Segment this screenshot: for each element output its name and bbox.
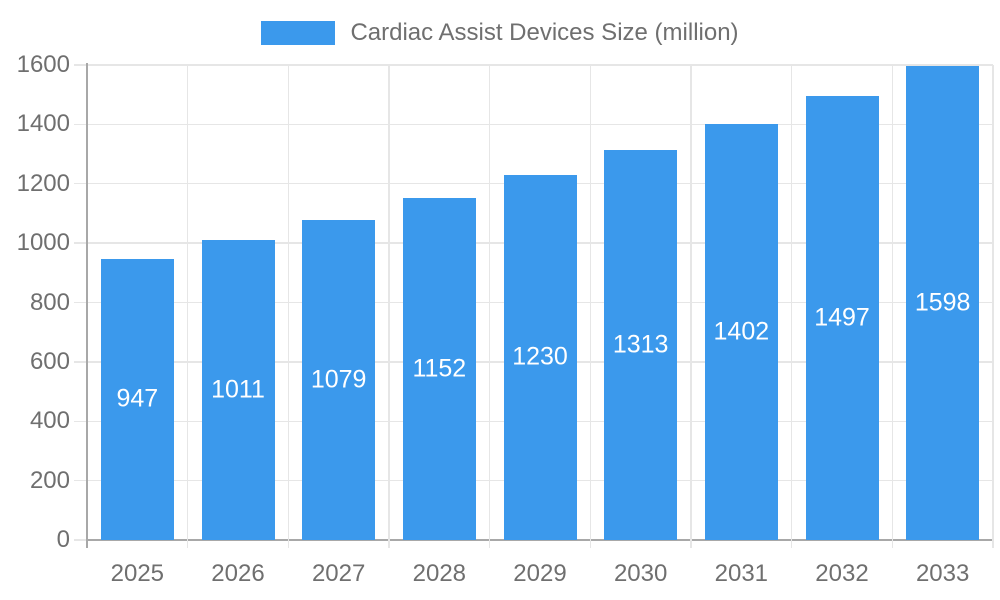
x-tick-mark xyxy=(690,540,692,548)
x-tick-mark xyxy=(186,540,189,548)
bar-value-label: 1313 xyxy=(612,330,669,359)
legend[interactable]: Cardiac Assist Devices Size (million) xyxy=(0,20,1000,46)
x-tick-mark xyxy=(488,540,491,548)
y-tick-mark xyxy=(74,183,87,185)
gridline-horizontal xyxy=(87,64,993,66)
gridline-vertical xyxy=(891,65,894,540)
x-axis-line xyxy=(87,539,993,542)
y-tick-mark xyxy=(74,420,87,422)
legend-label: Cardiac Assist Devices Size (million) xyxy=(350,19,739,46)
x-axis-tick-label: 2030 xyxy=(613,560,668,587)
bar-value-label: 1598 xyxy=(914,288,971,317)
y-axis-tick-label: 1400 xyxy=(16,110,70,138)
x-axis-tick-label: 2027 xyxy=(311,560,366,587)
x-tick-mark xyxy=(790,540,793,548)
y-axis-tick-label: 800 xyxy=(29,288,70,316)
y-tick-mark xyxy=(74,479,87,482)
y-tick-mark xyxy=(74,301,87,304)
bar[interactable] xyxy=(906,65,980,540)
y-axis-tick-label: 400 xyxy=(29,407,70,435)
y-axis-tick-label: 200 xyxy=(29,466,70,494)
bar[interactable] xyxy=(302,219,376,540)
x-tick-mark xyxy=(287,540,290,548)
bar-value-label: 1230 xyxy=(512,342,568,371)
x-tick-mark xyxy=(891,540,894,548)
gridline-vertical xyxy=(690,65,692,540)
bar[interactable] xyxy=(503,174,577,540)
gridline-vertical xyxy=(287,65,290,540)
x-axis-tick-label: 2031 xyxy=(714,560,769,587)
plot-area: 947 1011 1079 1152 1230 1313 1402 1497 1598 xyxy=(74,63,994,548)
y-tick-mark xyxy=(74,539,87,541)
bar-value-label: 1079 xyxy=(310,365,367,394)
bar-value-label: 1402 xyxy=(713,317,770,346)
x-tick-mark xyxy=(388,540,390,548)
x-tick-mark xyxy=(86,540,89,548)
x-tick-mark xyxy=(589,540,592,548)
y-tick-mark xyxy=(74,64,87,66)
bar[interactable] xyxy=(402,198,476,540)
x-axis-tick-label: 2029 xyxy=(513,560,567,587)
legend-swatch-icon xyxy=(261,21,336,45)
x-tick-mark xyxy=(992,540,994,548)
gridline-vertical xyxy=(388,65,390,540)
y-axis-tick-label: 1200 xyxy=(16,169,70,197)
bar-value-label: 1152 xyxy=(412,354,467,383)
y-tick-mark xyxy=(74,361,87,363)
y-axis-line xyxy=(86,63,89,540)
y-axis-tick-label: 600 xyxy=(29,347,70,375)
bar[interactable] xyxy=(100,258,174,540)
y-tick-mark xyxy=(74,242,87,244)
bar[interactable] xyxy=(604,150,678,540)
gridline-vertical xyxy=(186,65,189,540)
bar-value-label: 1011 xyxy=(211,375,265,404)
bar[interactable] xyxy=(805,95,879,540)
y-axis-tick-label: 0 xyxy=(56,526,70,553)
bar-value-label: 947 xyxy=(116,384,159,413)
y-axis-tick-label: 1000 xyxy=(16,229,70,257)
gridline-vertical xyxy=(488,65,491,540)
bar-value-label: 1497 xyxy=(814,303,870,332)
x-axis-tick-label: 2032 xyxy=(815,560,869,587)
x-axis-tick-label: 2026 xyxy=(211,560,265,587)
x-axis-tick-label: 2028 xyxy=(412,560,467,587)
bar[interactable] xyxy=(704,123,778,540)
gridline-vertical xyxy=(790,65,793,540)
y-tick-mark xyxy=(74,123,87,126)
y-axis-tick-label: 1600 xyxy=(16,51,70,78)
gridline-vertical xyxy=(992,65,994,540)
gridline-horizontal xyxy=(87,123,993,126)
gridline-vertical xyxy=(589,65,592,540)
x-axis-tick-label: 2025 xyxy=(110,560,165,587)
bar[interactable] xyxy=(201,239,275,540)
x-axis-tick-label: 2033 xyxy=(915,560,970,587)
